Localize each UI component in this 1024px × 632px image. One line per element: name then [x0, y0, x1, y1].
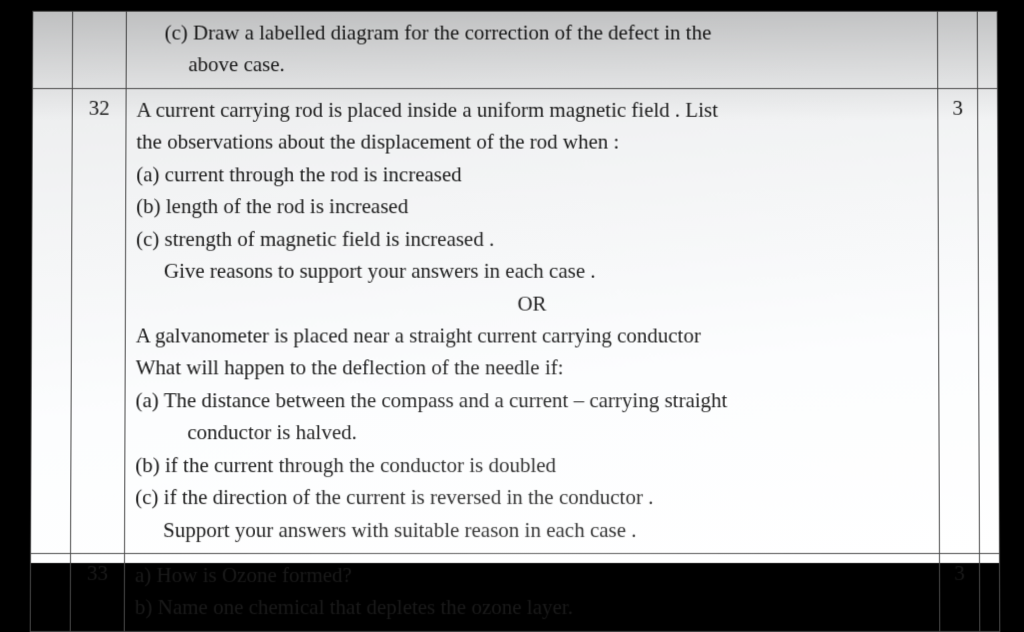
table-row: (c) Draw a labelled diagram for the corr…: [33, 11, 998, 88]
table-row: 32 A current carrying rod is placed insid…: [31, 88, 1000, 553]
question-line: What will happen to the deflection of th…: [136, 353, 929, 383]
pad-cell: [33, 11, 73, 88]
question-line: (c) strength of magnetic field is increa…: [136, 224, 928, 254]
question-line: Support your answers with suitable reaso…: [135, 515, 929, 545]
edge-cell: [977, 11, 997, 88]
question-number: [72, 11, 126, 88]
marks-cell: 3: [939, 554, 979, 632]
question-line: (c) Draw a labelled diagram for the corr…: [137, 18, 927, 48]
question-line: b) Name one chemical that depletes the o…: [135, 592, 929, 622]
question-line: Give reasons to support your answers in …: [136, 256, 928, 286]
question-line: OR: [136, 288, 928, 318]
question-line: (c) if the direction of the current is r…: [135, 482, 929, 512]
edge-cell: [979, 554, 999, 632]
question-number: 33: [70, 554, 124, 632]
question-line: conductor is halved.: [135, 417, 928, 447]
question-line: A current carrying rod is placed inside …: [136, 95, 927, 125]
question-line: (b) length of the rod is increased: [136, 191, 928, 221]
question-line: A galvanometer is placed near a straight…: [136, 320, 929, 350]
question-table: (c) Draw a labelled diagram for the corr…: [30, 11, 1001, 632]
question-line: (a) The distance between the compass and…: [135, 385, 928, 415]
table-row: 33a) How is Ozone formed?b) Name one che…: [30, 554, 1000, 632]
question-line: (a) current through the rod is increased: [136, 159, 927, 189]
question-body: a) How is Ozone formed?b) Name one chemi…: [124, 554, 939, 632]
question-number: 32: [71, 88, 127, 553]
question-line: (b) if the current through the conductor…: [135, 450, 928, 480]
marks-cell: [937, 11, 977, 88]
question-body: A current carrying rod is placed inside …: [125, 88, 940, 553]
question-line: above case.: [137, 50, 928, 80]
marks-cell: 3: [938, 88, 980, 553]
pad-cell: [31, 88, 73, 553]
question-line: the observations about the displacement …: [136, 127, 927, 157]
edge-cell: [978, 88, 1000, 553]
exam-page: (c) Draw a labelled diagram for the corr…: [30, 11, 1000, 563]
pad-cell: [30, 554, 70, 632]
question-body: (c) Draw a labelled diagram for the corr…: [126, 11, 938, 88]
question-line: a) How is Ozone formed?: [135, 560, 929, 590]
